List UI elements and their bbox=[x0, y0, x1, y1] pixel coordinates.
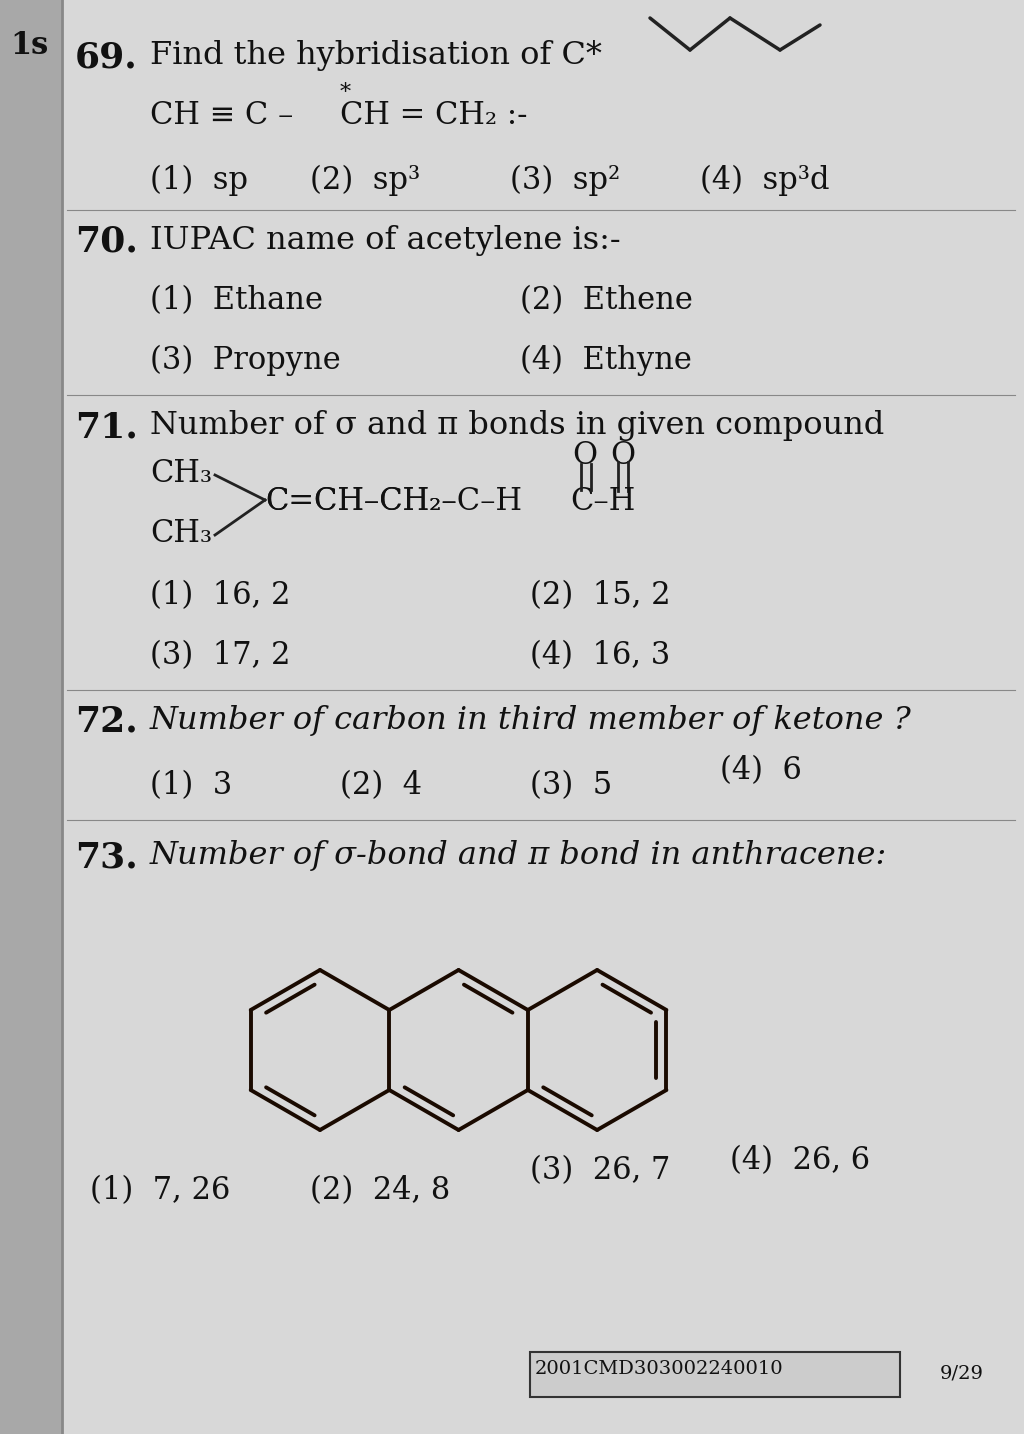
Text: CH₃: CH₃ bbox=[150, 457, 212, 489]
Text: CH ≡ C –: CH ≡ C – bbox=[150, 100, 303, 130]
Text: O: O bbox=[610, 440, 635, 470]
Text: Number of σ-bond and π bond in anthracene:: Number of σ-bond and π bond in anthracen… bbox=[150, 840, 887, 870]
Bar bbox=[530, 1352, 900, 1397]
Text: (2)  sp³: (2) sp³ bbox=[310, 165, 420, 196]
Text: (1)  sp: (1) sp bbox=[150, 165, 248, 196]
Text: (1)  3: (1) 3 bbox=[150, 770, 232, 802]
Text: 9/29: 9/29 bbox=[940, 1365, 984, 1382]
Text: (2)  24, 8: (2) 24, 8 bbox=[310, 1174, 451, 1206]
Text: (2)  15, 2: (2) 15, 2 bbox=[530, 579, 671, 611]
Text: 71.: 71. bbox=[75, 410, 138, 445]
Text: (4)  6: (4) 6 bbox=[720, 754, 802, 786]
Text: *: * bbox=[340, 82, 351, 105]
Text: CH = CH₂ :-: CH = CH₂ :- bbox=[340, 100, 527, 130]
Text: (4)  sp³d: (4) sp³d bbox=[700, 165, 829, 196]
Text: (1)  7, 26: (1) 7, 26 bbox=[90, 1174, 230, 1206]
Text: C=CH–CH₂–: C=CH–CH₂– bbox=[265, 486, 457, 518]
Text: 2001CMD303002240010: 2001CMD303002240010 bbox=[535, 1359, 783, 1378]
Text: (3)  Propyne: (3) Propyne bbox=[150, 346, 341, 376]
Text: (4)  16, 3: (4) 16, 3 bbox=[530, 640, 671, 671]
Text: C=CH–CH₂–C–H: C=CH–CH₂–C–H bbox=[265, 486, 522, 518]
Text: 73.: 73. bbox=[75, 840, 138, 873]
Text: (3)  sp²: (3) sp² bbox=[510, 165, 621, 196]
Text: Number of σ and π bonds in given compound: Number of σ and π bonds in given compoun… bbox=[150, 410, 885, 442]
Text: (1)  16, 2: (1) 16, 2 bbox=[150, 579, 291, 611]
Text: (2)  Ethene: (2) Ethene bbox=[520, 285, 693, 315]
Text: (3)  17, 2: (3) 17, 2 bbox=[150, 640, 291, 671]
Text: (2)  4: (2) 4 bbox=[340, 770, 422, 802]
Text: Find the hybridisation of C*: Find the hybridisation of C* bbox=[150, 40, 602, 72]
Text: O: O bbox=[572, 440, 597, 470]
Text: (4)  26, 6: (4) 26, 6 bbox=[730, 1144, 870, 1176]
Text: 69.: 69. bbox=[75, 40, 138, 75]
Bar bbox=[0, 0, 62, 1434]
Text: (3)  5: (3) 5 bbox=[530, 770, 612, 802]
Text: 1s: 1s bbox=[10, 30, 48, 62]
Text: (1)  Ethane: (1) Ethane bbox=[150, 285, 323, 315]
Text: (3)  26, 7: (3) 26, 7 bbox=[530, 1154, 671, 1186]
Text: 72.: 72. bbox=[75, 706, 138, 739]
Text: Number of carbon in third member of ketone ?: Number of carbon in third member of keto… bbox=[150, 706, 911, 736]
Text: (4)  Ethyne: (4) Ethyne bbox=[520, 346, 692, 376]
Text: IUPAC name of acetylene is:-: IUPAC name of acetylene is:- bbox=[150, 225, 621, 257]
Text: 70.: 70. bbox=[75, 225, 138, 260]
Text: CH₃: CH₃ bbox=[150, 518, 212, 549]
Text: C–H: C–H bbox=[570, 486, 635, 518]
